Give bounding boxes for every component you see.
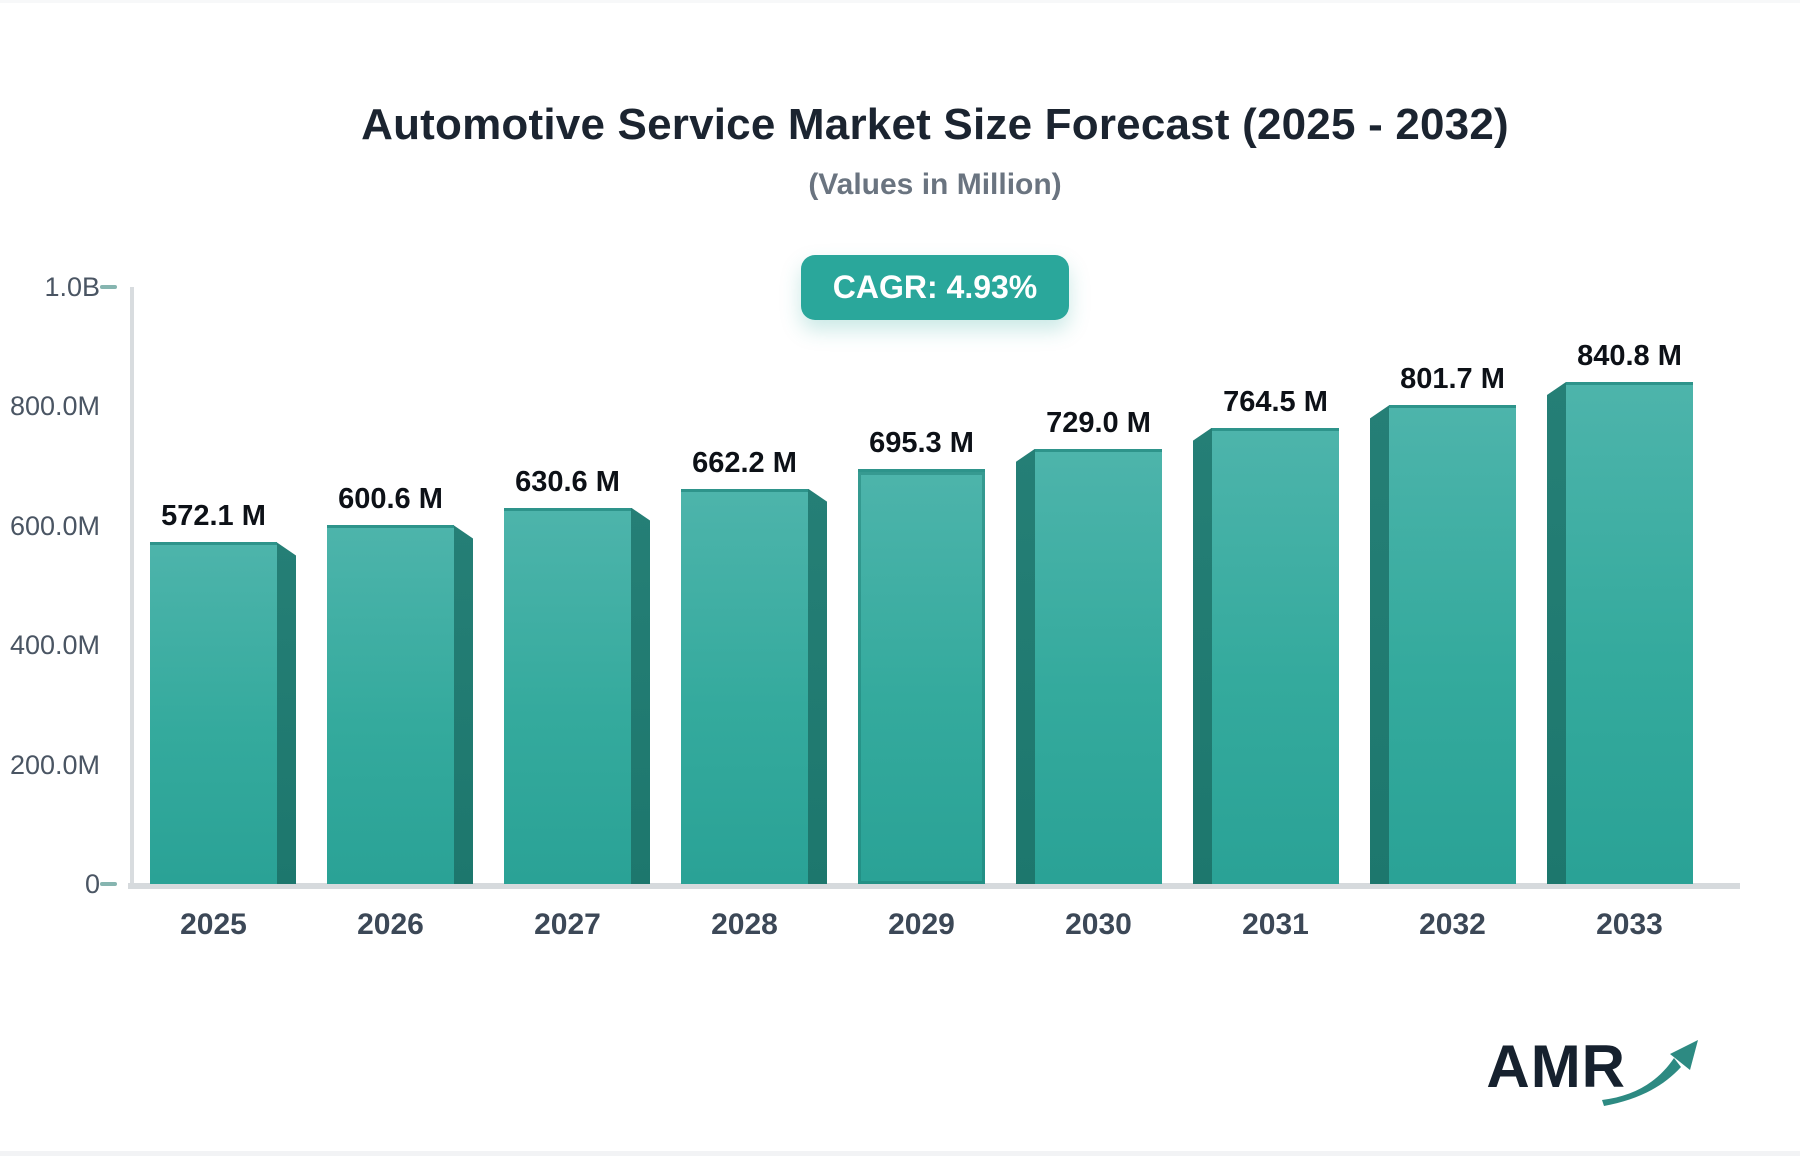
bar xyxy=(1212,427,1339,884)
y-tick-label: 1.0B xyxy=(44,272,100,302)
x-tick-label: 2027 xyxy=(534,908,601,941)
y-tick-dash xyxy=(100,882,117,886)
y-tick-label: 800.0M xyxy=(9,391,100,422)
y-axis-line xyxy=(130,287,134,889)
bar xyxy=(681,488,808,884)
bar-3d-side xyxy=(631,507,650,884)
y-tick-label: 600.0M xyxy=(9,510,100,541)
x-tick-label: 2026 xyxy=(357,908,424,941)
x-axis-baseline xyxy=(128,883,1740,889)
x-tick-label: 2025 xyxy=(180,908,247,941)
y-tick-dash xyxy=(100,285,117,289)
chart-subtitle: (Values in Million) xyxy=(808,168,1062,201)
bar-value-label: 572.1 M xyxy=(161,500,266,533)
bar-3d-side xyxy=(454,525,473,884)
amr-logo-text: AMR xyxy=(1486,1033,1626,1100)
amr-logo: AMR xyxy=(1486,1028,1700,1113)
bar-3d-side xyxy=(277,542,296,884)
bar-3d-side xyxy=(808,488,827,884)
bar-3d-side xyxy=(1370,405,1389,884)
bar xyxy=(1035,448,1162,884)
bar-3d-side xyxy=(1547,382,1566,884)
bar-value-label: 600.6 M xyxy=(338,483,443,516)
bar-value-label: 764.5 M xyxy=(1223,385,1328,418)
bar-value-label: 840.8 M xyxy=(1577,340,1682,373)
bar xyxy=(858,468,985,884)
top-edge-divider xyxy=(0,0,1800,3)
growth-arrow-icon xyxy=(1600,1036,1700,1113)
bottom-edge-divider xyxy=(0,1151,1800,1156)
bar-value-label: 662.2 M xyxy=(692,446,797,479)
bar-value-label: 729.0 M xyxy=(1046,406,1151,439)
bar-value-label: 801.7 M xyxy=(1400,363,1505,396)
y-tick-label: 400.0M xyxy=(9,630,100,661)
bar xyxy=(150,542,277,884)
x-tick-label: 2031 xyxy=(1242,908,1309,941)
bar-3d-side xyxy=(1016,448,1035,884)
cagr-badge: CAGR: 4.93% xyxy=(800,255,1070,320)
bar-3d-side xyxy=(1193,427,1212,884)
x-tick-label: 2028 xyxy=(711,908,778,941)
bar xyxy=(327,525,454,884)
x-tick-label: 2032 xyxy=(1419,908,1486,941)
x-tick-label: 2029 xyxy=(888,908,955,941)
bar xyxy=(1389,405,1516,884)
x-tick-label: 2033 xyxy=(1596,908,1663,941)
cagr-badge-wrap: CAGR: 4.93% xyxy=(130,255,1740,320)
bar-value-label: 695.3 M xyxy=(869,426,974,459)
y-tick-label: 0 xyxy=(84,869,100,899)
bar xyxy=(504,507,631,884)
bar-value-label: 630.6 M xyxy=(515,465,620,498)
bar xyxy=(1566,382,1693,884)
x-tick-label: 2030 xyxy=(1065,908,1132,941)
chart-title: Automotive Service Market Size Forecast … xyxy=(361,100,1509,149)
y-tick-label: 200.0M xyxy=(9,749,100,780)
